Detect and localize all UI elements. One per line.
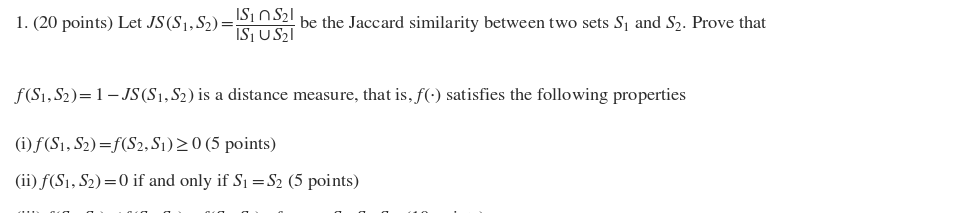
Text: (i) $f\,(S_1, S_2) = f\,(S_2, S_1) \geq 0$ (5 points): (i) $f\,(S_1, S_2) = f\,(S_2, S_1) \geq … [14,134,277,155]
Text: (ii) $f\,(S_1, S_2) = 0$ if and only if $S_1 = S_2$ (5 points): (ii) $f\,(S_1, S_2) = 0$ if and only if … [14,171,360,192]
Text: $f\,(S_1, S_2) = 1 - JS\,(S_1, S_2)$ is a distance measure, that is, $f\,(\cdot): $f\,(S_1, S_2) = 1 - JS\,(S_1, S_2)$ is … [14,85,688,106]
Text: 1. (20 points) Let $JS\,(S_1, S_2) = \dfrac{|S_1 \cap S_2|}{|S_1 \cup S_2|}$ be : 1. (20 points) Let $JS\,(S_1, S_2) = \df… [14,7,768,45]
Text: (iii) $f\,(S_1, S_3) \leq f\,(S_1, S_2) + f\,(S_2, S_3)$,  $\mathit{for\ any}$ $: (iii) $f\,(S_1, S_3) \leq f\,(S_1, S_2) … [14,209,486,213]
